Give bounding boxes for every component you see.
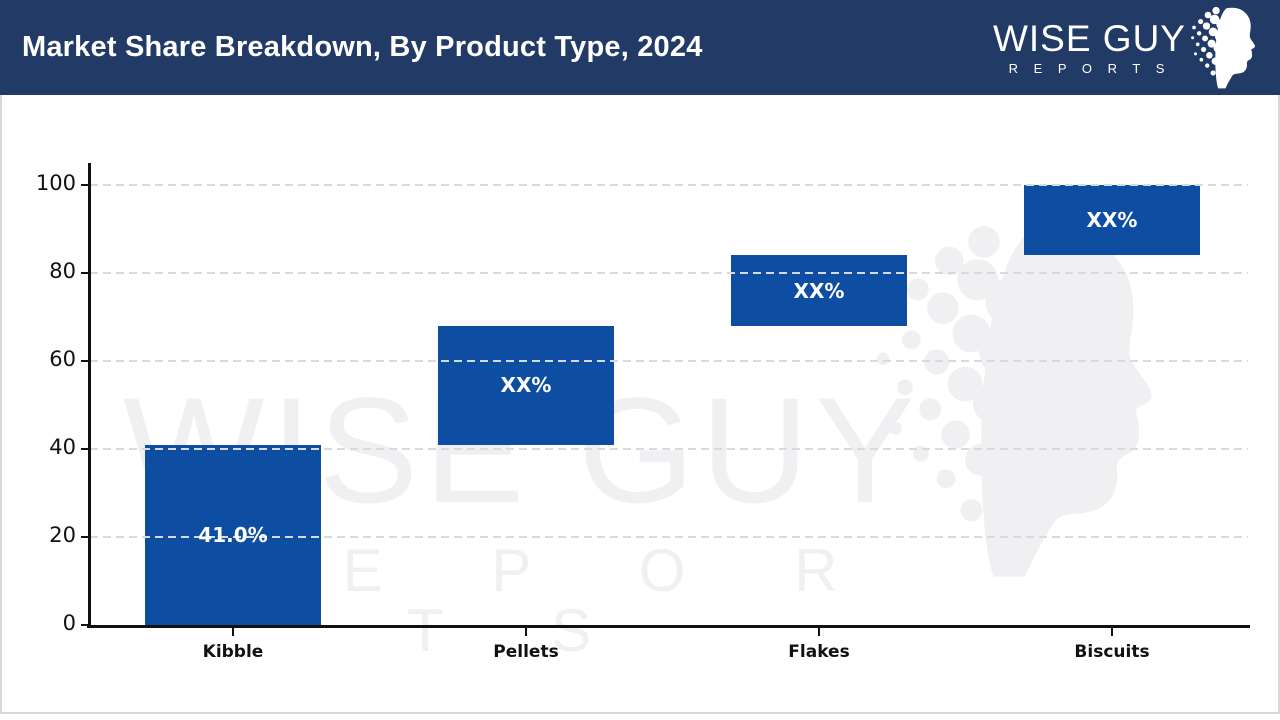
gridline-60 [90,360,1248,362]
plot-area: 0 20 40 60 80 100 41.0% Kibble XX% Pellets XX% Flak… [2,95,1278,712]
x-tick-biscuits [1111,628,1113,636]
x-category-label-kibble: Kibble [202,642,264,662]
y-tick-0 [81,624,89,626]
y-tick-label-0: 0 [62,611,76,635]
y-tick-80 [81,272,89,274]
x-category-label-flakes: Flakes [788,642,850,662]
bar-value-label-flakes: XX% [793,278,845,303]
bar-value-label-kibble: 41.0% [198,522,268,547]
bar-flakes [731,255,907,326]
y-tick-20 [81,536,89,538]
bar-kibble [145,444,321,625]
wiseguy-logo-text: WISE GUY R E P O R T S [993,20,1186,75]
y-tick-label-60: 60 [49,347,76,371]
bar-value-label-pellets: XX% [500,373,552,398]
y-tick-label-20: 20 [49,523,76,547]
x-axis-line [87,625,1250,628]
logo-subtitle: R E P O R T S [1008,61,1171,76]
wiseguy-logo: WISE GUY R E P O R T S [993,4,1258,92]
logo-wordmark: WISE GUY [992,18,1186,59]
gridline-100 [90,184,1248,186]
wiseguy-head-icon [1191,6,1255,88]
x-category-label-biscuits: Biscuits [1074,642,1150,662]
bar-value-label-biscuits: XX% [1086,208,1138,233]
bar-pellets [438,325,614,445]
y-axis-line [88,163,91,628]
bar-biscuits [1024,185,1200,256]
chart-frame: WISE GUY R E P O R T S 0 20 40 60 80 100 41.0%… [0,95,1280,714]
x-tick-kibble [232,628,234,636]
x-category-label-pellets: Pellets [493,642,559,662]
y-tick-label-100: 100 [35,171,76,195]
gridline-40 [90,448,1248,450]
gridline-80 [90,272,1248,274]
y-tick-label-40: 40 [49,435,76,459]
page-title: Market Share Breakdown, By Product Type,… [22,31,703,63]
gridline-20 [90,536,1248,538]
x-tick-pellets [525,628,527,636]
y-tick-40 [81,448,89,450]
header-bar: Market Share Breakdown, By Product Type,… [0,0,1280,95]
y-tick-60 [81,360,89,362]
x-tick-flakes [818,628,820,636]
y-tick-100 [81,184,89,186]
y-tick-label-80: 80 [49,259,76,283]
